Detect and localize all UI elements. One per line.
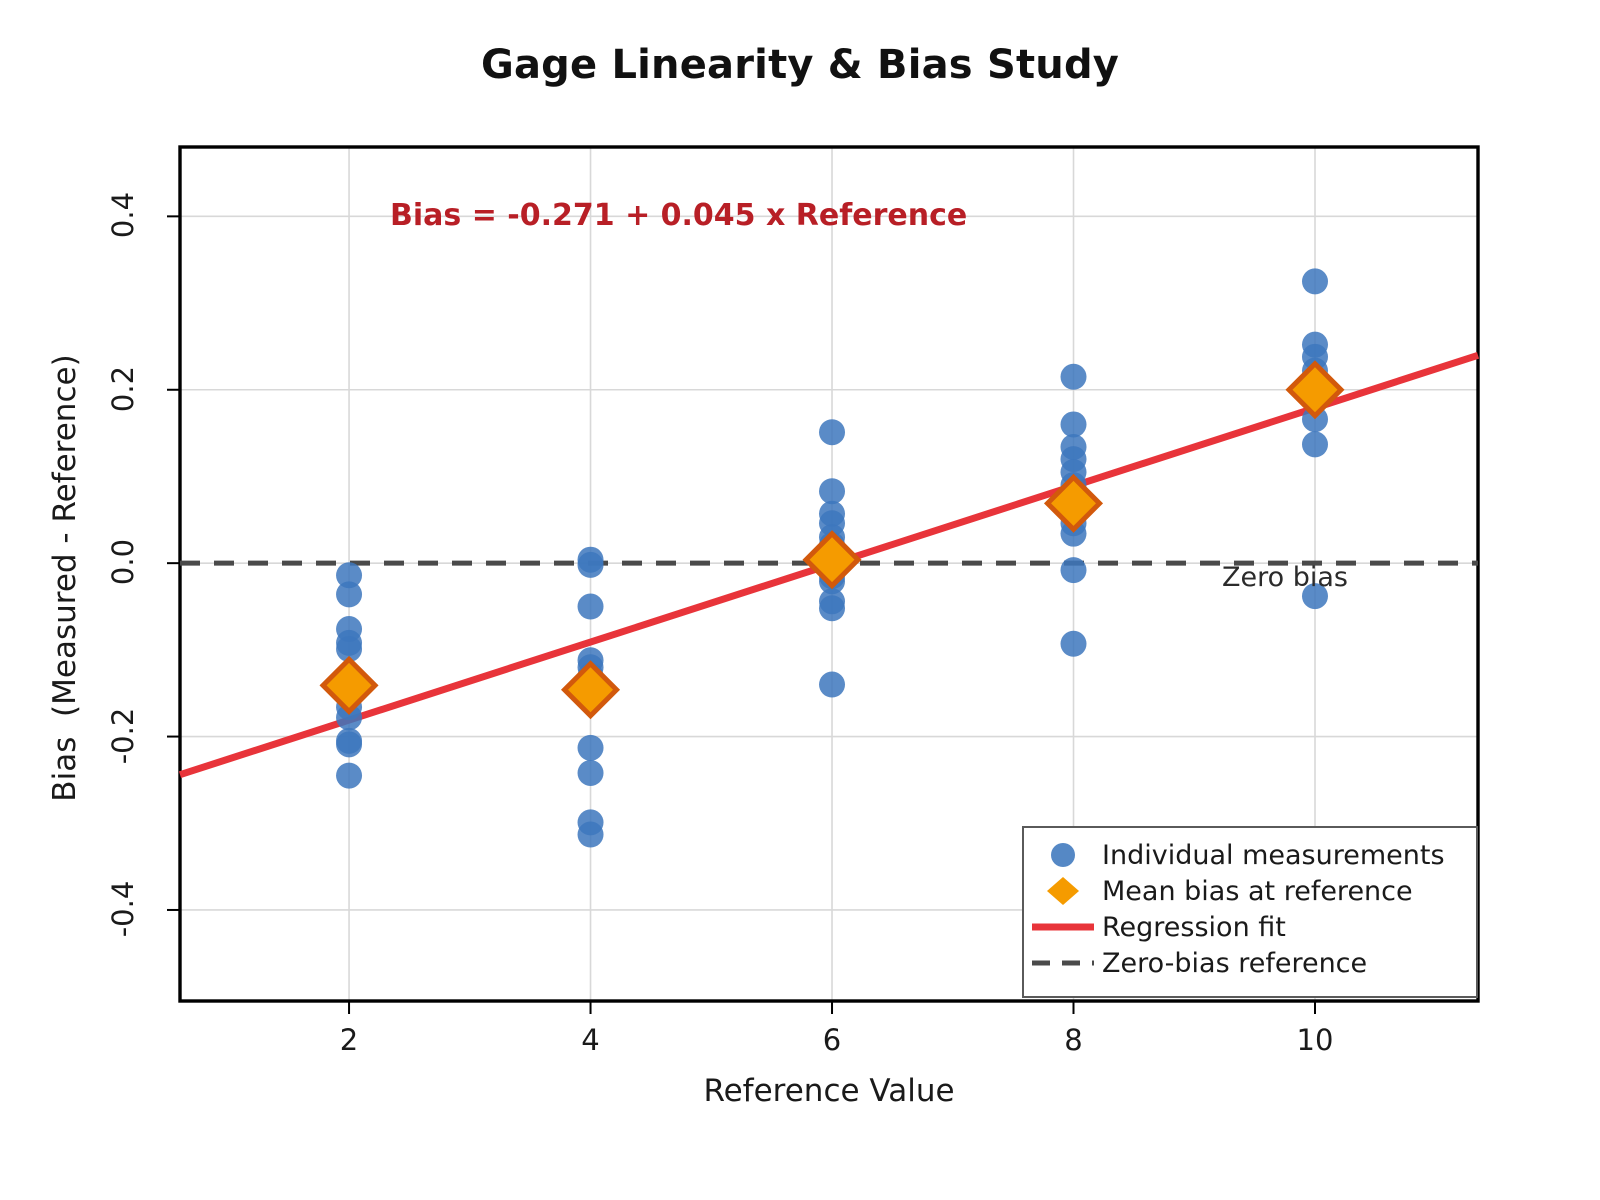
x-tick-label: 4 <box>581 1023 600 1057</box>
y-tick-label: 0.0 <box>106 539 140 586</box>
chart-legend: Individual measurements Mean bias at ref… <box>1022 826 1478 998</box>
x-tick-label: 10 <box>1296 1023 1334 1057</box>
legend-label-individual-measurements: Individual measurements <box>1102 839 1445 871</box>
x-tick-label: 8 <box>1064 1023 1083 1057</box>
y-axis-label: Bias (Measured - Reference) <box>47 354 83 802</box>
mean-bias-markers <box>319 360 1345 720</box>
chart-title: Gage Linearity & Bias Study <box>480 42 1120 88</box>
x-tick-label: 2 <box>339 1023 359 1057</box>
legend-item-mean-bias: Mean bias at reference <box>1024 874 1480 908</box>
x-tick-label: 6 <box>822 1023 842 1057</box>
legend-label-regression-fit: Regression fit <box>1102 911 1286 943</box>
legend-item-individual-measurements: Individual measurements <box>1024 838 1480 872</box>
zero-bias-annotation: Zero bias <box>1222 562 1348 593</box>
y-tick-label: -0.4 <box>106 880 140 938</box>
y-tick-label: 0.2 <box>106 365 140 412</box>
regression-equation-annotation: Bias = -0.271 + 0.045 x Reference <box>390 198 968 233</box>
tick-marks <box>167 215 1316 1014</box>
circle-marker-icon <box>1024 838 1102 872</box>
solid-line-icon <box>1024 910 1102 944</box>
legend-label-mean-bias: Mean bias at reference <box>1102 875 1413 907</box>
legend-item-zero-bias-reference: Zero-bias reference <box>1024 946 1480 980</box>
diamond-marker-icon <box>1024 874 1102 908</box>
legend-item-regression-fit: Regression fit <box>1024 910 1480 944</box>
x-axis-label: Reference Value <box>703 1073 955 1109</box>
plot-border <box>178 145 1480 1003</box>
legend-label-zero-bias-reference: Zero-bias reference <box>1102 947 1368 979</box>
y-tick-label: -0.2 <box>106 707 140 764</box>
dashed-line-icon <box>1024 946 1102 980</box>
y-tick-label: 0.4 <box>106 192 140 239</box>
